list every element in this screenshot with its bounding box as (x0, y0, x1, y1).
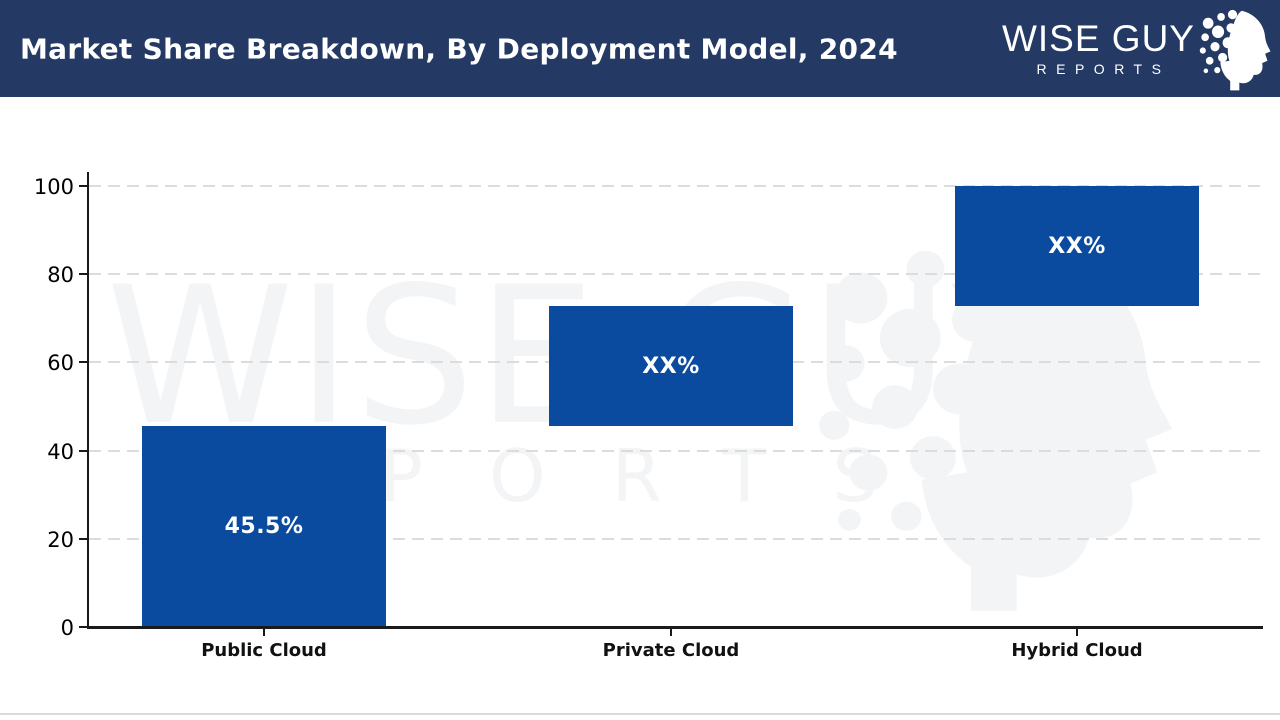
gridline-80 (89, 273, 1262, 275)
x-tick-mark (670, 629, 672, 636)
logo-wiseguy-text: WISE GUY (1001, 18, 1195, 59)
bar-hybrid-cloud: XX% (955, 186, 1199, 306)
x-axis-line (87, 626, 1263, 629)
logo-text: WISE GUY REPORTS (1002, 20, 1195, 77)
bar-value-label: 45.5% (224, 514, 304, 539)
y-tick-mark (79, 361, 87, 363)
y-tick-label: 0 (60, 616, 74, 640)
x-tick-mark (263, 629, 265, 636)
y-axis-line (87, 172, 89, 629)
bar-public-cloud: 45.5% (142, 426, 386, 627)
wiseguy-logo: WISE GUY REPORTS (1002, 4, 1272, 93)
bar-private-cloud: XX% (549, 306, 793, 426)
y-tick-mark (79, 538, 87, 540)
y-tick-mark (79, 626, 87, 628)
y-tick-label: 60 (47, 351, 74, 375)
y-tick-label: 40 (47, 440, 74, 464)
x-category-label-public-cloud: Public Cloud (201, 640, 327, 661)
gridline-40 (89, 450, 1262, 452)
gridline-20 (89, 538, 1262, 540)
logo-reports-text: REPORTS (1036, 61, 1171, 77)
x-category-label-private-cloud: Private Cloud (602, 640, 740, 661)
bar-value-label: XX% (1048, 233, 1106, 259)
report-header: Market Share Breakdown, By Deployment Mo… (0, 0, 1280, 97)
bar-value-label: XX% (642, 353, 700, 379)
y-tick-mark (79, 185, 87, 187)
gridline-100 (89, 185, 1262, 187)
watermark-head-icon (819, 236, 1173, 611)
y-tick-label: 80 (47, 263, 74, 287)
y-tick-mark (79, 273, 87, 275)
x-tick-mark (1076, 629, 1078, 636)
x-category-label-hybrid-cloud: Hybrid Cloud (1011, 640, 1143, 661)
y-tick-label: 20 (47, 528, 74, 552)
footer-divider (0, 713, 1280, 715)
y-tick-mark (79, 450, 87, 452)
wiseguy-head-icon (1199, 9, 1271, 90)
y-tick-label: 100 (33, 175, 74, 199)
chart-title: Market Share Breakdown, By Deployment Mo… (20, 32, 898, 65)
